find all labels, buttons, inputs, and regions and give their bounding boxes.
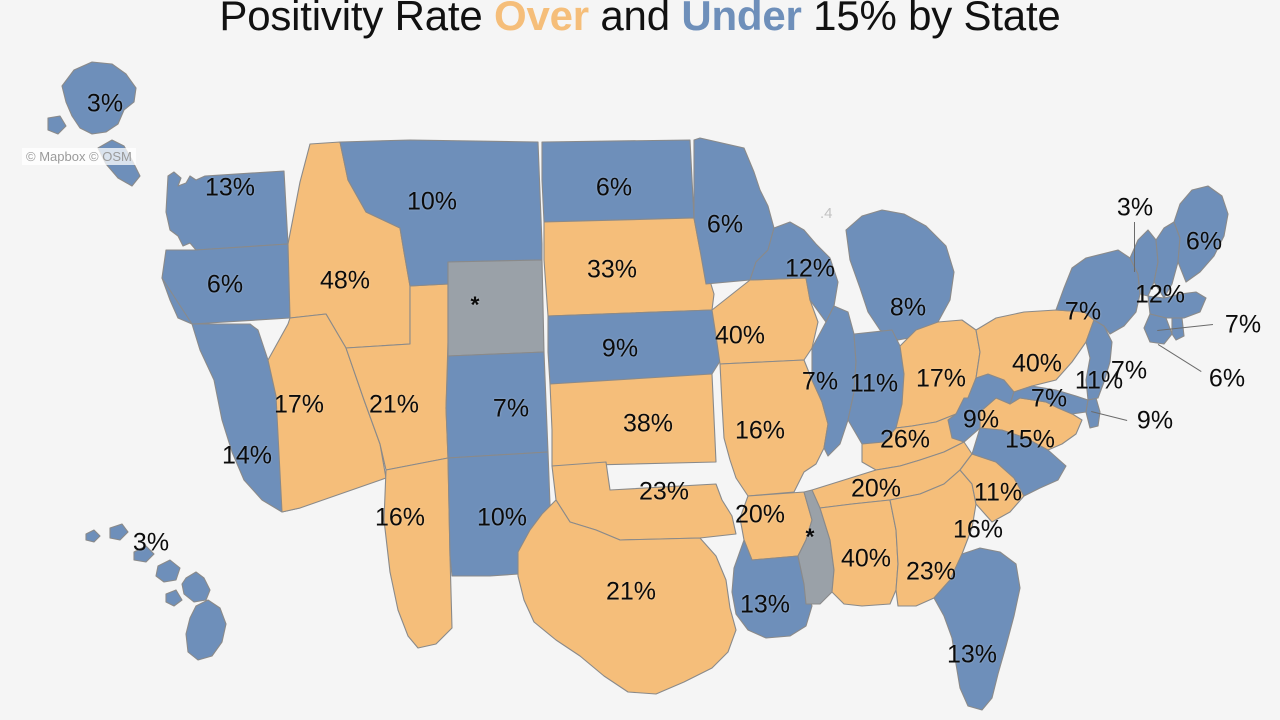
state-label-ga: 23% bbox=[905, 557, 957, 586]
title-part-1: Positivity Rate bbox=[219, 0, 494, 39]
state-wy[interactable]: Wyoming: * bbox=[447, 259, 545, 357]
map-artifact-text: .4 bbox=[820, 205, 833, 222]
state-label-me: 6% bbox=[1185, 227, 1223, 256]
state-label-pa: 40% bbox=[1011, 349, 1063, 378]
title-part-3: 15% by State bbox=[801, 0, 1061, 39]
title-over-word: Over bbox=[493, 0, 589, 39]
state-label-la: 13% bbox=[739, 590, 791, 619]
state-label-ca: 14% bbox=[221, 441, 273, 470]
state-label-sc: 16% bbox=[952, 515, 1004, 544]
state-tx[interactable]: Texas: 21% bbox=[517, 499, 737, 695]
state-label-ma: 7% bbox=[1224, 310, 1262, 339]
page-title: Positivity Rate Over and Under 15% by St… bbox=[0, 0, 1280, 44]
state-label-mn: 6% bbox=[706, 210, 744, 239]
state-label-nh: 12% bbox=[1134, 280, 1186, 309]
state-label-tn: 20% bbox=[850, 474, 902, 503]
state-ri[interactable]: Rhode Island: 6% bbox=[1171, 317, 1185, 341]
state-label-va: 15% bbox=[1004, 425, 1056, 454]
state-label-il: 7% bbox=[801, 367, 839, 396]
state-label-sd: 33% bbox=[586, 255, 638, 284]
state-label-mt: 10% bbox=[406, 187, 458, 216]
state-label-nc: 11% bbox=[973, 478, 1023, 507]
state-label-nm: 10% bbox=[476, 503, 528, 532]
state-label-mo: 16% bbox=[734, 416, 786, 445]
state-nj[interactable]: New Jersey: 11% bbox=[1085, 319, 1113, 401]
state-label-nv: 17% bbox=[273, 390, 325, 419]
state-label-wy: * bbox=[470, 291, 480, 318]
state-label-fl: 13% bbox=[946, 640, 998, 669]
state-label-ak: 3% bbox=[86, 89, 124, 118]
state-label-wv: 9% bbox=[962, 405, 1000, 434]
state-md[interactable]: Maryland: 7% bbox=[1009, 385, 1089, 415]
leader-line-vt bbox=[1134, 222, 1135, 272]
state-az[interactable]: Arizona: 16% bbox=[383, 457, 453, 649]
state-label-in: 11% bbox=[849, 369, 899, 398]
state-label-md: 7% bbox=[1030, 384, 1068, 413]
state-label-ri: 6% bbox=[1208, 364, 1246, 393]
state-label-ne: 9% bbox=[601, 334, 639, 363]
state-label-tx: 21% bbox=[605, 577, 657, 606]
state-me[interactable]: Maine: 6% bbox=[1173, 185, 1229, 283]
state-label-ok: 23% bbox=[638, 477, 690, 506]
state-hi[interactable]: Hawaii: 3% bbox=[85, 523, 227, 661]
state-label-ia: 40% bbox=[714, 321, 766, 350]
state-label-de: 9% bbox=[1136, 406, 1174, 435]
map-attribution[interactable]: © Mapbox © OSM bbox=[22, 148, 136, 165]
state-pa[interactable]: Pennsylvania: 40% bbox=[975, 309, 1095, 393]
state-label-wi: 12% bbox=[784, 254, 836, 283]
state-label-ar: 20% bbox=[734, 500, 786, 529]
state-label-nj: 11% bbox=[1074, 366, 1124, 395]
state-label-oh: 17% bbox=[915, 364, 967, 393]
state-label-id: 48% bbox=[319, 266, 371, 295]
state-label-vt: 3% bbox=[1116, 193, 1154, 222]
state-nv[interactable]: Nevada: 17% bbox=[267, 313, 387, 513]
state-ak[interactable]: Alaska: 3% bbox=[47, 61, 141, 187]
state-label-ks: 38% bbox=[622, 409, 674, 438]
title-under-word: Under bbox=[681, 0, 802, 39]
state-nh[interactable]: New Hampshire: 12% bbox=[1153, 221, 1181, 299]
state-label-ms: * bbox=[805, 523, 815, 550]
state-label-co: 7% bbox=[492, 394, 530, 423]
state-ks[interactable]: Kansas: 38% bbox=[549, 373, 717, 467]
state-fl[interactable]: Florida: 13% bbox=[933, 547, 1021, 711]
state-label-ct: 7% bbox=[1110, 356, 1148, 385]
state-label-hi: 3% bbox=[132, 528, 170, 557]
state-mi[interactable]: Michigan: 8% bbox=[845, 209, 955, 341]
state-wa[interactable]: Washington: 13% bbox=[165, 170, 289, 251]
state-label-mi: 8% bbox=[889, 293, 927, 322]
state-label-ky: 26% bbox=[879, 425, 931, 454]
state-label-az: 16% bbox=[374, 503, 426, 532]
state-label-ut: 21% bbox=[368, 390, 420, 419]
state-label-wa: 13% bbox=[204, 173, 256, 202]
state-label-ny: 7% bbox=[1064, 297, 1102, 326]
state-wi[interactable]: Wisconsin: 12% bbox=[749, 221, 839, 323]
title-part-2: and bbox=[588, 0, 682, 39]
state-label-nd: 6% bbox=[595, 173, 633, 202]
state-label-al: 40% bbox=[840, 544, 892, 573]
state-label-or: 6% bbox=[206, 270, 244, 299]
